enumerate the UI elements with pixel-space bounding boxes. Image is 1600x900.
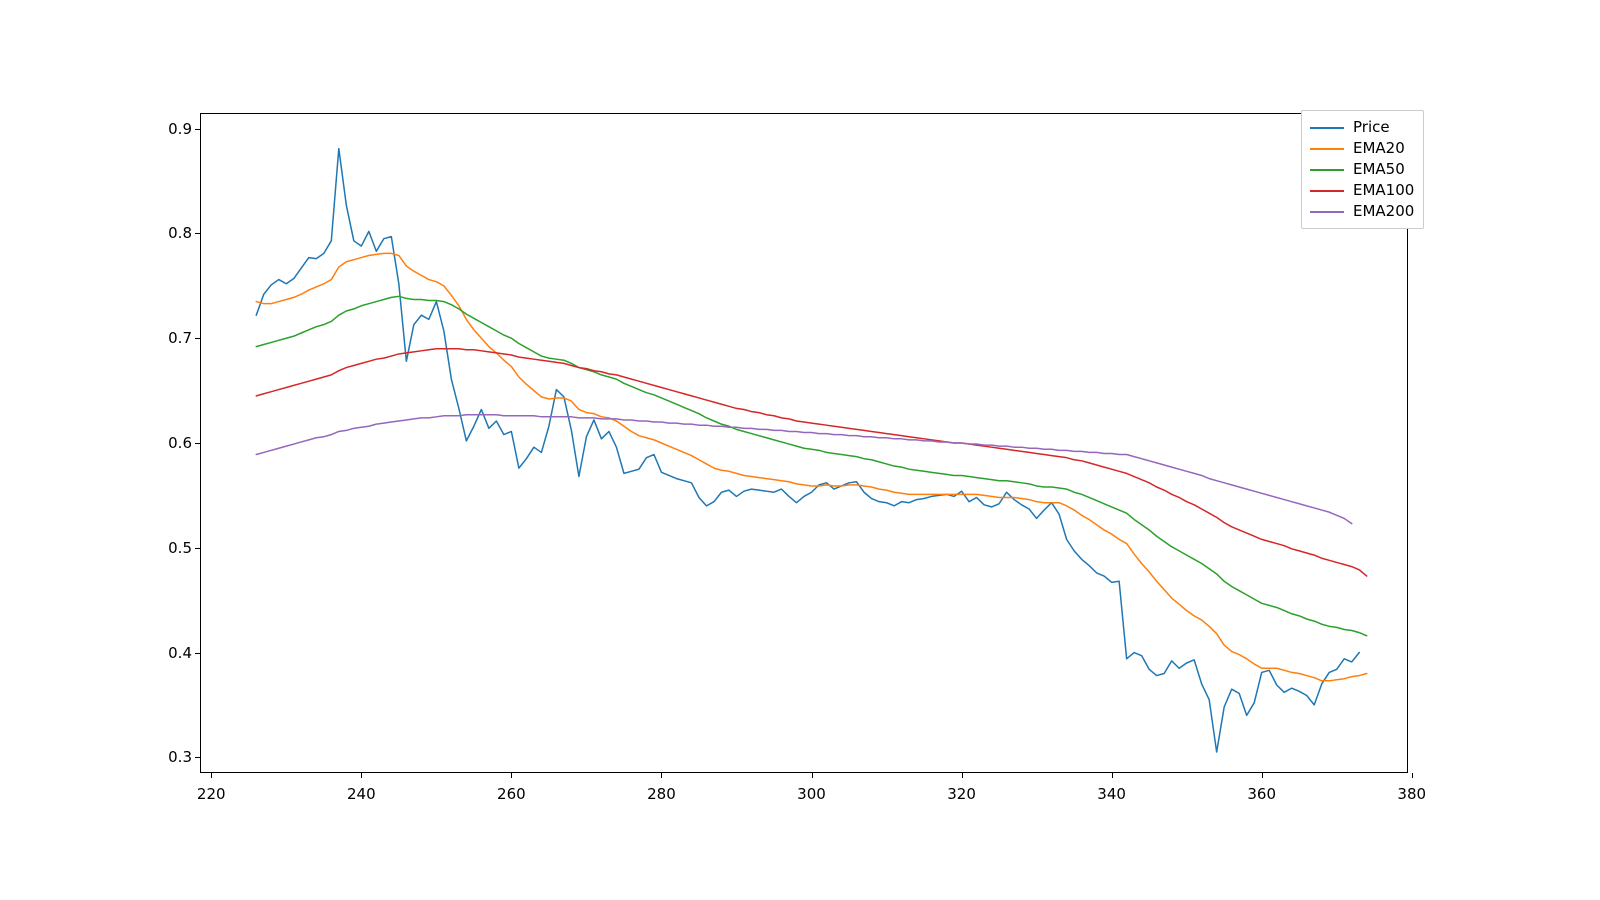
series-line-price (256, 149, 1359, 752)
series-line-ema100 (256, 349, 1366, 576)
y-tick-label: 0.6 (168, 434, 192, 452)
y-tick-mark (195, 338, 200, 340)
x-tick-mark (1411, 773, 1413, 778)
x-tick-mark (361, 773, 363, 778)
legend-label: Price (1353, 118, 1390, 136)
x-tick-label: 240 (346, 785, 376, 803)
legend-item-ema20: EMA20 (1310, 138, 1414, 159)
y-tick-label: 0.3 (168, 748, 192, 767)
legend-swatch-icon (1310, 210, 1344, 213)
y-tick-mark (195, 757, 200, 759)
series-line-ema20 (256, 253, 1366, 680)
legend-label: EMA200 (1353, 202, 1415, 220)
legend-swatch-icon (1310, 168, 1344, 171)
y-tick-label: 0.9 (168, 119, 192, 138)
plot-area (195, 113, 1413, 778)
x-tick-label: 360 (1247, 785, 1277, 803)
x-tick-mark (961, 773, 963, 778)
legend-label: EMA100 (1353, 181, 1415, 199)
y-tick-mark (195, 547, 200, 549)
x-tick-mark (661, 773, 663, 778)
x-tick-mark (211, 773, 213, 778)
x-tick-label: 300 (797, 785, 826, 803)
legend-label: EMA50 (1353, 160, 1405, 178)
legend-label: EMA20 (1353, 139, 1405, 157)
x-tick-mark (811, 773, 813, 778)
y-tick-label: 0.5 (168, 538, 192, 557)
y-tick-mark (195, 128, 200, 130)
y-tick-mark (195, 233, 200, 235)
x-tick-mark (1111, 773, 1113, 778)
series-line-ema200 (256, 415, 1351, 524)
y-tick-label: 0.7 (168, 329, 192, 348)
x-tick-label: 280 (647, 785, 676, 803)
legend-item-price: Price (1310, 117, 1414, 138)
x-tick-label: 220 (196, 785, 226, 803)
y-tick-label: 0.4 (168, 643, 192, 662)
x-tick-label: 260 (497, 785, 526, 803)
series-layer (200, 113, 1408, 773)
x-tick-mark (511, 773, 513, 778)
series-line-ema50 (256, 296, 1366, 635)
x-tick-mark (1261, 773, 1263, 778)
x-tick-label: 340 (1097, 785, 1126, 803)
y-tick-label: 0.8 (168, 224, 192, 243)
legend-item-ema50: EMA50 (1310, 159, 1414, 180)
legend-swatch-icon (1310, 189, 1344, 192)
legend: Price EMA20 EMA50 EMA100 EMA200 (1301, 110, 1425, 229)
legend-swatch-icon (1310, 147, 1344, 150)
legend-item-ema100: EMA100 (1310, 180, 1414, 201)
y-tick-mark (195, 652, 200, 654)
y-tick-mark (195, 443, 200, 444)
x-tick-label: 320 (947, 785, 976, 803)
x-tick-label: 380 (1397, 785, 1427, 803)
legend-swatch-icon (1310, 126, 1344, 129)
legend-item-ema200: EMA200 (1310, 201, 1414, 222)
